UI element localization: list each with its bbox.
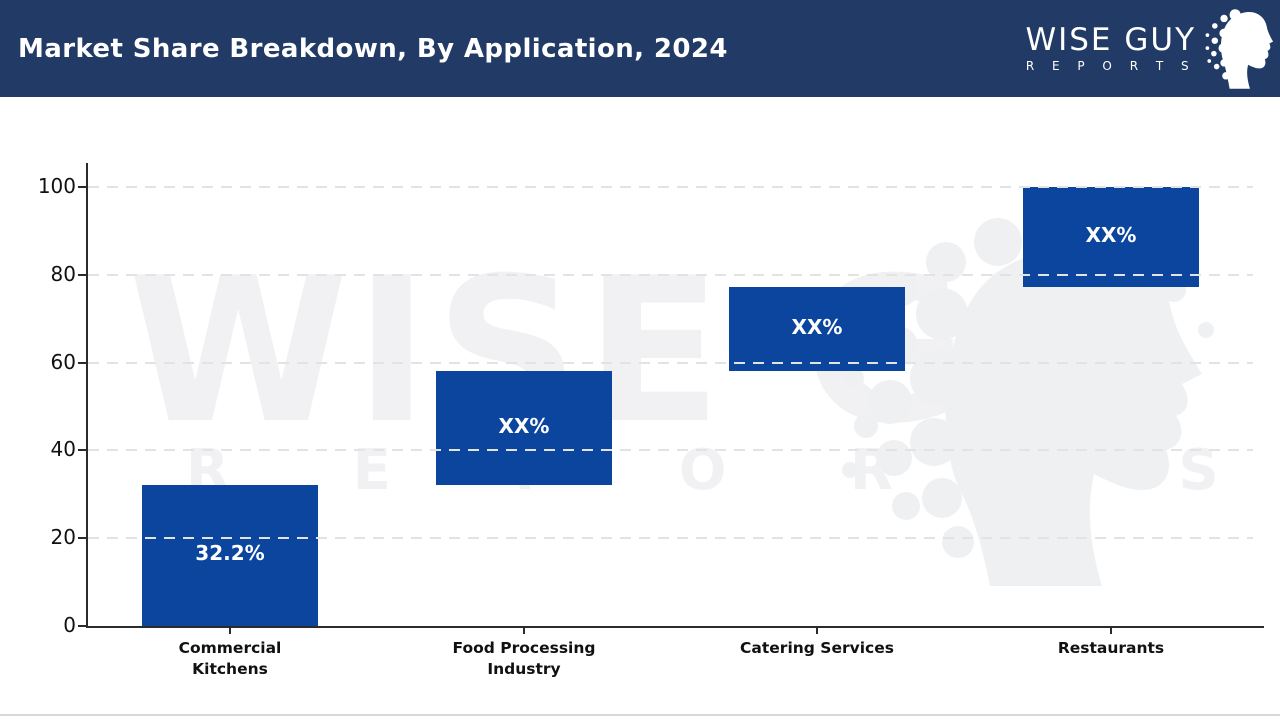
x-tick-mark <box>1110 628 1112 634</box>
bar-segment <box>729 287 905 372</box>
gridline <box>88 449 1253 452</box>
y-tick-label: 80 <box>50 261 76 286</box>
bar-segment <box>436 371 612 485</box>
x-category-label: Food Processing Industry <box>452 639 596 678</box>
page-title: Market Share Breakdown, By Application, … <box>18 33 728 64</box>
gridline <box>88 361 1253 364</box>
y-tick-label: 60 <box>50 349 76 374</box>
y-tick-mark <box>78 449 86 452</box>
gridline <box>88 273 1253 276</box>
brand-name: WISE GUY <box>1025 21 1196 58</box>
y-tick-mark <box>78 186 86 188</box>
y-tick-label: 0 <box>63 613 76 637</box>
brand-wordmark: WISE GUY R E P O R T S <box>1025 24 1196 74</box>
gridline <box>88 186 1253 188</box>
x-tick-mark <box>523 628 525 634</box>
y-axis-line <box>86 163 88 628</box>
header: Market Share Breakdown, By Application, … <box>0 0 1280 97</box>
y-tick-mark <box>78 361 86 364</box>
brand-tagline: R E P O R T S <box>1025 58 1196 73</box>
y-tick-label: 20 <box>50 525 76 550</box>
bar-value-label: 32.2% <box>195 541 265 566</box>
y-tick-label: 100 <box>37 174 76 198</box>
gridline <box>88 537 1253 540</box>
x-tick-mark <box>816 628 818 634</box>
x-category-label: Catering Services <box>740 639 894 657</box>
bar-segment <box>142 484 318 626</box>
x-category-label: Restaurants <box>1057 639 1165 657</box>
y-tick-label: 40 <box>50 437 76 462</box>
y-tick-mark <box>78 537 86 540</box>
x-category-label: Commercial Kitchens <box>178 639 282 678</box>
brand-head-icon <box>1205 8 1274 89</box>
y-tick-mark <box>78 625 86 627</box>
brand-logo: WISE GUY R E P O R T S <box>1025 7 1280 91</box>
x-axis-line <box>86 626 1264 628</box>
bar-value-label: XX% <box>498 414 550 438</box>
x-tick-mark <box>229 628 231 634</box>
bar-segment <box>1023 187 1199 288</box>
bar-value-label: XX% <box>1085 223 1137 248</box>
bar-value-label: XX% <box>791 315 843 340</box>
bottom-divider <box>0 714 1280 716</box>
y-tick-mark <box>78 273 86 276</box>
